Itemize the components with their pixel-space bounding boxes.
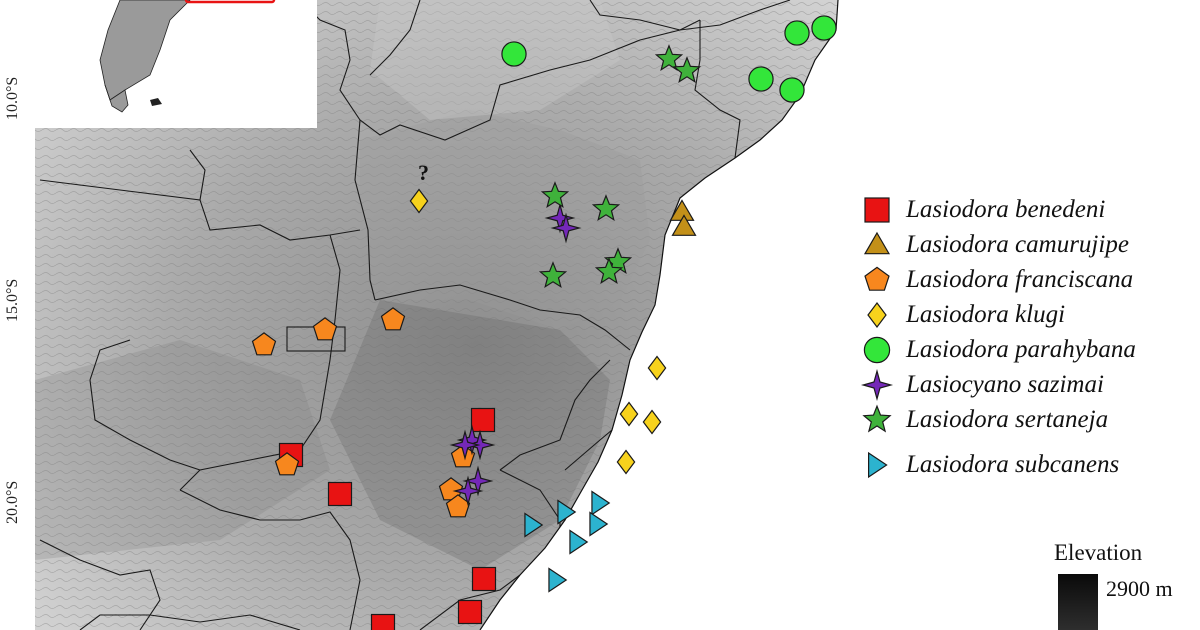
pentagon-symbol-shape	[864, 266, 890, 291]
occurrence-marker-square	[470, 407, 496, 433]
occurrence-marker-diamond	[409, 188, 429, 214]
occurrence-marker-square	[327, 481, 353, 507]
legend-item-parahybana: Lasiodora parahybana	[860, 334, 1136, 366]
occurrence-marker-circle	[779, 77, 805, 103]
triangle-symbol-shape	[863, 231, 891, 255]
circle-symbol-icon	[863, 336, 891, 364]
legend-item-subcanens: Lasiodora subcanens	[860, 449, 1119, 481]
occurrence-marker-star	[672, 56, 702, 84]
legend-item-sazimai: Lasiocyano sazimai	[860, 369, 1104, 401]
occurrence-marker-square	[370, 613, 396, 630]
legend-label: Lasiodora klugi	[906, 301, 1066, 328]
triangle-symbol-icon	[863, 231, 891, 255]
state-borders	[39, 0, 791, 630]
occurrence-marker-diamond	[619, 401, 639, 427]
lat-label-15: 15.0°S	[4, 278, 21, 322]
occurrence-marker-triangle	[671, 214, 697, 236]
star-symbol-icon	[862, 404, 892, 433]
four-point-star-symbol-icon	[860, 369, 894, 401]
occurrence-marker-four-point-star	[462, 465, 494, 497]
occurrence-marker-right-triangle	[591, 490, 611, 516]
diamond-symbol-icon	[867, 302, 887, 328]
star-symbol-shape	[862, 404, 892, 433]
diamond-symbol-shape	[867, 302, 887, 328]
right-triangle-symbol-shape	[868, 451, 888, 479]
legend-item-franciscana: Lasiodora franciscana	[860, 264, 1133, 296]
occurrence-markers	[251, 15, 837, 630]
occurrence-marker-pentagon	[251, 332, 277, 356]
occurrence-marker-circle	[811, 15, 837, 41]
occurrence-marker-circle	[748, 66, 774, 92]
legend-item-klugi: Lasiodora klugi	[860, 299, 1065, 331]
pentagon-symbol-icon	[864, 266, 890, 291]
occurrence-marker-circle	[501, 41, 527, 67]
occurrence-marker-circle	[784, 20, 810, 46]
occurrence-marker-diamond	[642, 409, 662, 435]
circle-symbol-shape	[863, 336, 891, 364]
elevation-max-label: 2900 m	[1106, 576, 1173, 601]
legend-item-sertaneja: Lasiodora sertaneja	[860, 404, 1108, 436]
inset-map	[35, 0, 317, 128]
occurrence-marker-four-point-star	[449, 429, 481, 461]
occurrence-marker-pentagon	[380, 307, 406, 331]
occurrence-marker-star	[540, 181, 570, 209]
legend-label: Lasiodora franciscana	[906, 266, 1134, 293]
occurrence-marker-pentagon	[274, 452, 300, 476]
occurrence-marker-right-triangle	[589, 511, 609, 537]
square-symbol-shape	[864, 197, 890, 223]
legend-item-benedeni: Lasiodora benedeni	[860, 194, 1105, 226]
occurrence-marker-diamond	[616, 449, 636, 475]
legend-label: Lasiodora subcanens	[906, 451, 1120, 478]
occurrence-marker-square	[457, 599, 483, 625]
occurrence-marker-pentagon	[312, 317, 338, 341]
legend-label: Lasiodora parahybana	[906, 336, 1136, 363]
legend-label: Lasiocyano sazimai	[906, 371, 1104, 398]
ocean	[480, 0, 1200, 630]
legend-label: Lasiodora sertaneja	[906, 406, 1109, 433]
occurrence-marker-diamond	[647, 355, 667, 381]
legend-item-camurujipe: Lasiodora camurujipe	[860, 229, 1129, 261]
occurrence-marker-star	[594, 257, 624, 285]
inset-study-area-box	[184, 0, 276, 4]
elevation-legend-title: Elevation	[1054, 540, 1143, 565]
legend-label: Lasiodora benedeni	[906, 196, 1106, 223]
uncertain-record-mark: ?	[418, 160, 429, 185]
legend-label: Lasiodora camurujipe	[906, 231, 1129, 258]
coastline	[479, 0, 839, 630]
occurrence-marker-right-triangle	[548, 567, 568, 593]
square-symbol-icon	[864, 197, 890, 223]
elevation-color-bar	[1058, 574, 1098, 630]
occurrence-marker-right-triangle	[557, 499, 577, 525]
occurrence-marker-four-point-star	[452, 475, 484, 507]
occurrence-marker-square	[471, 566, 497, 592]
lat-label-10: 10.0°S	[4, 76, 21, 120]
occurrence-marker-star	[591, 194, 621, 222]
lat-label-20: 20.0°S	[4, 480, 21, 524]
occurrence-marker-star	[654, 44, 684, 72]
occurrence-marker-four-point-star	[550, 212, 582, 244]
occurrence-marker-right-triangle	[524, 512, 544, 538]
occurrence-marker-star	[538, 261, 568, 289]
four-point-star-symbol-shape	[860, 369, 894, 401]
right-triangle-symbol-icon	[868, 451, 888, 479]
occurrence-marker-right-triangle	[569, 529, 589, 555]
